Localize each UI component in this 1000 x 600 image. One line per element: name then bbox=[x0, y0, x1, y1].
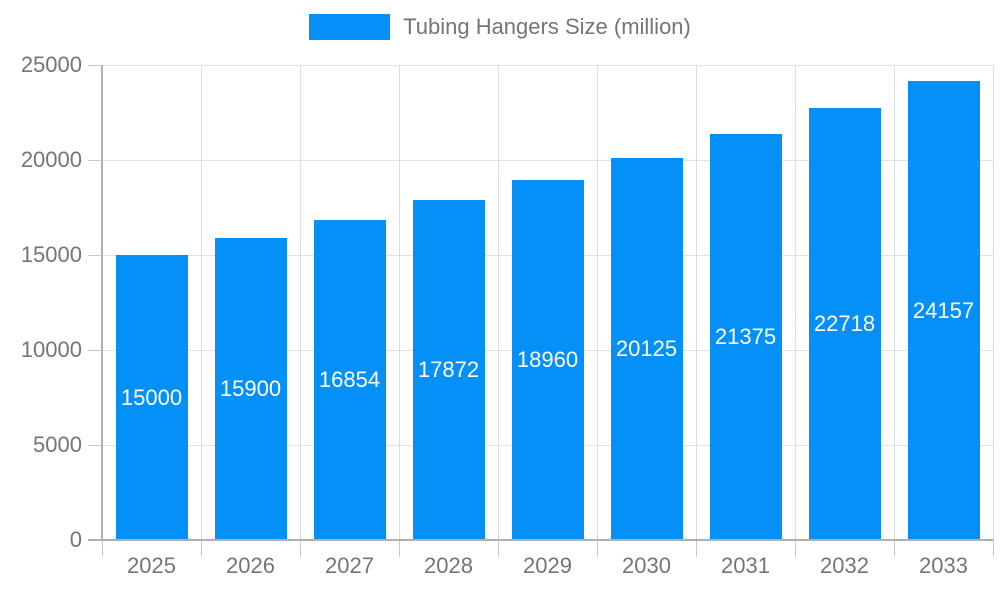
x-axis-tick-label: 2027 bbox=[325, 553, 374, 578]
x-axis-tick-mark bbox=[398, 540, 400, 557]
y-axis-tick-mark bbox=[88, 444, 102, 446]
y-axis-tick-label: 10000 bbox=[20, 337, 82, 362]
gridline-horizontal bbox=[102, 64, 993, 66]
gridline-vertical bbox=[695, 65, 697, 540]
y-axis-tick-label: 20000 bbox=[20, 147, 82, 172]
bar-value-label: 17872 bbox=[417, 357, 480, 383]
x-axis-tick-mark bbox=[299, 540, 301, 557]
bar[interactable] bbox=[214, 237, 287, 540]
gridline-horizontal bbox=[102, 159, 993, 161]
legend: Tubing Hangers Size (million) bbox=[0, 14, 1000, 40]
y-axis-tick-mark bbox=[88, 349, 102, 351]
x-axis-line bbox=[88, 539, 993, 541]
gridline-vertical bbox=[893, 65, 895, 540]
x-axis-tick-mark bbox=[596, 540, 598, 557]
y-axis-tick-label: 5000 bbox=[33, 432, 82, 457]
x-axis-tick-label: 2029 bbox=[523, 553, 572, 578]
x-axis-tick-label: 2026 bbox=[226, 553, 275, 578]
bar-value-label: 22718 bbox=[813, 311, 876, 337]
y-axis-tick-label: 0 bbox=[69, 527, 82, 552]
gridline-vertical bbox=[992, 65, 994, 540]
bar[interactable] bbox=[907, 81, 980, 540]
bar[interactable] bbox=[511, 179, 584, 540]
x-axis-tick-label: 2028 bbox=[424, 553, 473, 578]
x-axis-tick-label: 2030 bbox=[622, 553, 671, 578]
bar-value-label: 15900 bbox=[219, 375, 282, 401]
bar-value-label: 18960 bbox=[516, 346, 579, 372]
plot-area: 15000 15900 16854 17872 18960 20125 21375 22718… bbox=[101, 64, 994, 540]
bar[interactable] bbox=[115, 255, 188, 540]
bar-value-label: 16854 bbox=[318, 366, 381, 392]
bar[interactable] bbox=[610, 157, 683, 540]
y-axis-line bbox=[101, 65, 103, 540]
x-axis-tick-mark bbox=[992, 540, 994, 557]
y-axis-tick-label: 25000 bbox=[20, 52, 82, 77]
bar-value-label: 24157 bbox=[912, 297, 975, 323]
gridline-vertical bbox=[398, 65, 400, 540]
x-axis-tick-mark bbox=[695, 540, 697, 557]
x-axis-tick-mark bbox=[200, 540, 202, 557]
x-axis-tick-label: 2032 bbox=[820, 553, 869, 578]
x-axis-tick-label: 2025 bbox=[127, 553, 176, 578]
y-axis-tick-mark bbox=[88, 159, 102, 161]
gridline-vertical bbox=[299, 65, 301, 540]
gridline-vertical bbox=[497, 65, 499, 540]
x-axis-tick-mark bbox=[497, 540, 499, 557]
bar[interactable] bbox=[412, 200, 485, 540]
y-axis-tick-mark bbox=[88, 254, 102, 256]
bar-value-label: 21375 bbox=[714, 323, 777, 349]
bar[interactable] bbox=[709, 133, 782, 540]
gridline-vertical bbox=[794, 65, 796, 540]
gridline-vertical bbox=[200, 65, 202, 540]
x-axis-tick-mark bbox=[893, 540, 895, 557]
legend-swatch-icon bbox=[309, 14, 391, 40]
x-axis-tick-label: 2031 bbox=[721, 553, 770, 578]
legend-label: Tubing Hangers Size (million) bbox=[403, 14, 691, 39]
bar-value-label: 15000 bbox=[120, 384, 183, 410]
bar-value-label: 20125 bbox=[615, 335, 678, 361]
legend-item[interactable]: Tubing Hangers Size (million) bbox=[309, 14, 691, 40]
y-axis-tick-mark bbox=[88, 64, 102, 66]
x-axis-tick-mark bbox=[794, 540, 796, 557]
x-axis-tick-label: 2033 bbox=[919, 553, 968, 578]
bar[interactable] bbox=[808, 108, 881, 540]
bar[interactable] bbox=[313, 219, 386, 540]
x-axis-tick-mark bbox=[101, 540, 103, 557]
y-axis-tick-label: 15000 bbox=[20, 242, 82, 267]
gridline-vertical bbox=[596, 65, 598, 540]
